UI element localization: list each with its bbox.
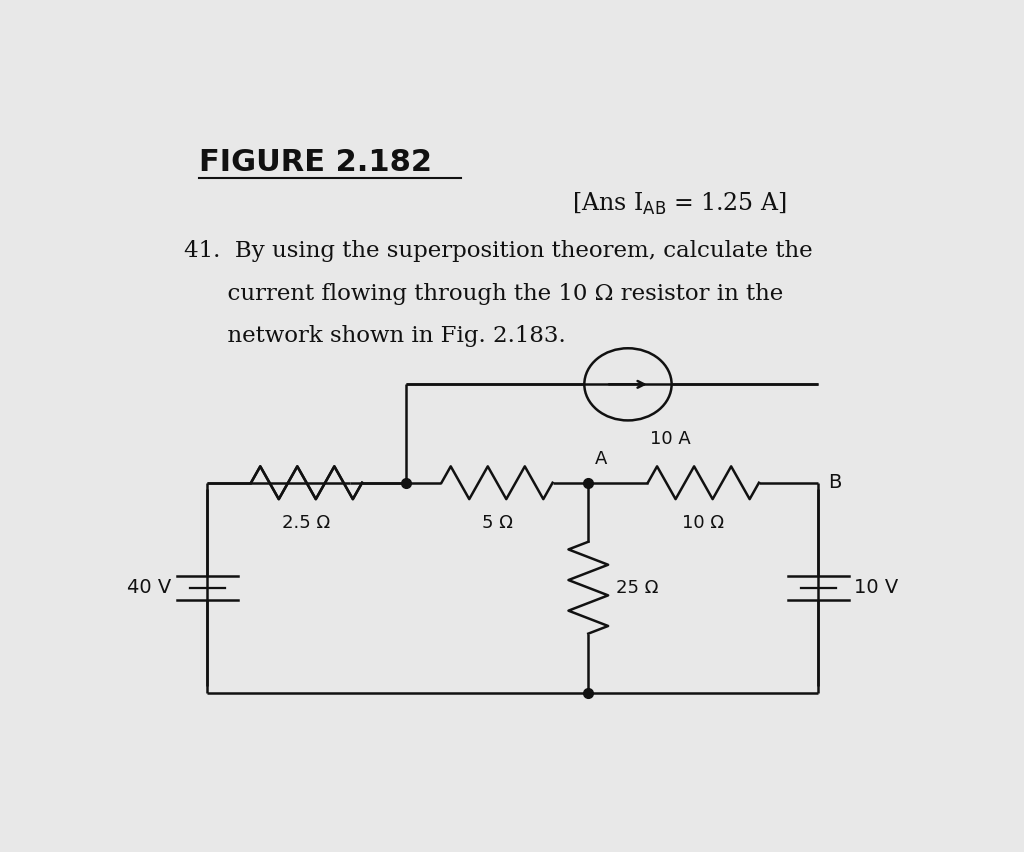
Text: 41.  By using the superposition theorem, calculate the: 41. By using the superposition theorem, … — [183, 240, 812, 262]
Text: 10 A: 10 A — [650, 430, 690, 448]
Text: FIGURE 2.182: FIGURE 2.182 — [200, 148, 432, 177]
Text: [Ans I$_{\mathrm{AB}}$ = 1.25 A]: [Ans I$_{\mathrm{AB}}$ = 1.25 A] — [572, 191, 787, 217]
Text: B: B — [828, 473, 842, 492]
Text: 2.5 Ω: 2.5 Ω — [283, 515, 331, 532]
Text: 40 V: 40 V — [127, 579, 172, 597]
Text: 10 Ω: 10 Ω — [682, 515, 724, 532]
Text: 25 Ω: 25 Ω — [616, 579, 658, 596]
Text: 5 Ω: 5 Ω — [481, 515, 512, 532]
Text: 10 V: 10 V — [854, 579, 898, 597]
Text: A: A — [595, 451, 607, 469]
Text: current flowing through the 10 Ω resistor in the: current flowing through the 10 Ω resisto… — [183, 283, 782, 305]
Text: network shown in Fig. 2.183.: network shown in Fig. 2.183. — [183, 325, 565, 348]
